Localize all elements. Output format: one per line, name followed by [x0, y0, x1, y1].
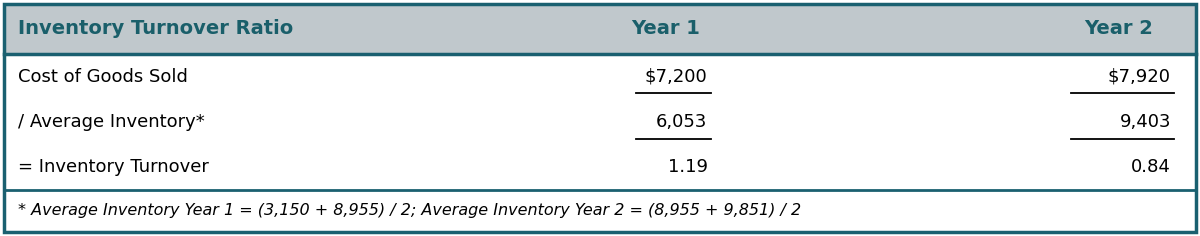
Bar: [4, 54, 1196, 190]
Text: * Average Inventory Year 1 = (3,150 + 8,955) / 2; Average Inventory Year 2 = (8,: * Average Inventory Year 1 = (3,150 + 8,…: [18, 203, 802, 219]
Bar: [4, 190, 1196, 232]
Text: 1.19: 1.19: [667, 158, 708, 176]
Text: / Average Inventory*: / Average Inventory*: [18, 113, 205, 131]
Text: $7,200: $7,200: [644, 68, 708, 86]
Text: Year 2: Year 2: [1085, 20, 1153, 38]
Text: Cost of Goods Sold: Cost of Goods Sold: [18, 68, 188, 86]
Text: 9,403: 9,403: [1120, 113, 1171, 131]
Text: 6,053: 6,053: [656, 113, 708, 131]
Bar: [4, 4, 1196, 54]
Text: = Inventory Turnover: = Inventory Turnover: [18, 158, 209, 176]
Text: 0.84: 0.84: [1132, 158, 1171, 176]
Text: Inventory Turnover Ratio: Inventory Turnover Ratio: [18, 20, 293, 38]
Text: Year 1: Year 1: [631, 20, 700, 38]
Text: $7,920: $7,920: [1108, 68, 1171, 86]
